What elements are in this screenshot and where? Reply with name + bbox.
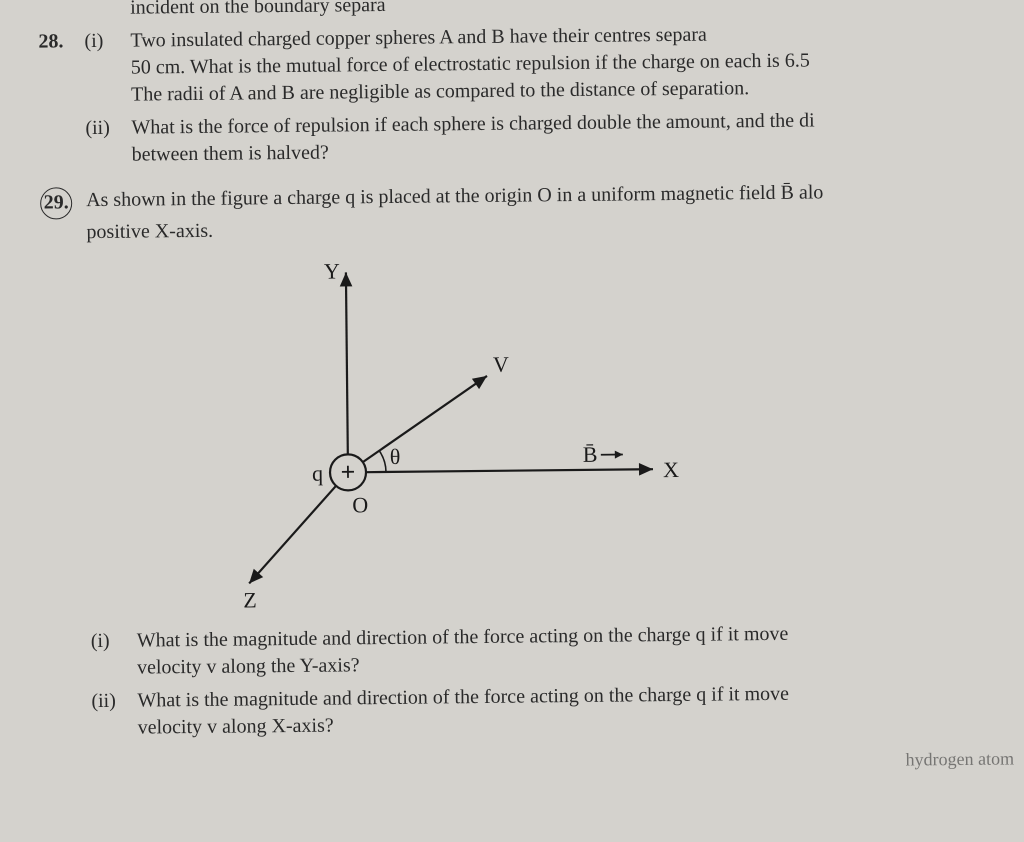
q28-number: 28.: [38, 28, 84, 55]
svg-text:q: q: [312, 461, 323, 486]
q29-i-label: (i): [91, 628, 137, 655]
q29-diagram: B̄ Y X Z Vθ + q O: [171, 239, 1024, 619]
charge-field-diagram: B̄ Y X Z Vθ + q O: [171, 244, 695, 619]
svg-text:B̄: B̄: [583, 442, 598, 467]
q29-number: 29.: [40, 187, 72, 219]
tail-fragment: hydrogen atom: [46, 746, 1014, 780]
q28-i-label: (i): [84, 28, 130, 55]
svg-text:θ: θ: [390, 444, 401, 469]
q29-ii-label: (ii): [91, 688, 137, 715]
q29-line1: As shown in the figure a charge q is pla…: [86, 177, 1008, 214]
svg-text:Z: Z: [243, 587, 257, 612]
svg-text:X: X: [663, 457, 679, 482]
svg-text:+: +: [340, 457, 355, 486]
svg-text:V: V: [493, 352, 509, 377]
svg-text:O: O: [352, 492, 368, 517]
prev-fragment-text: incident on the boundary separa: [130, 0, 1006, 22]
q28-ii-label: (ii): [85, 115, 131, 142]
svg-text:Y: Y: [324, 258, 340, 283]
